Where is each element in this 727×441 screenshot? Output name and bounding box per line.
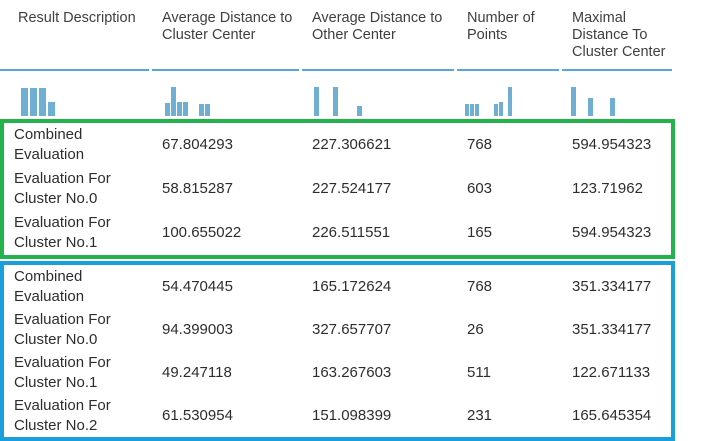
- number-of-points-cell: 26: [467, 320, 484, 338]
- histogram-maximal-distance-cluster-center[interactable]: [562, 71, 675, 117]
- table-row: Evaluation For Cluster No.0 94.399003 32…: [4, 308, 671, 351]
- histogram-bar: [314, 87, 319, 116]
- avg-distance-cluster-cell: 54.470445: [162, 277, 233, 295]
- max-distance-cell: 123.71962: [572, 180, 643, 197]
- number-of-points-cell: 511: [467, 363, 491, 381]
- table-row: Evaluation For Cluster No.1 49.247118 16…: [4, 351, 671, 394]
- max-distance-cell: 351.334177: [572, 277, 652, 295]
- column-header-maximal-distance-cluster-center[interactable]: Maximal Distance To Cluster Center: [562, 4, 672, 71]
- column-histograms-row: [0, 71, 675, 117]
- histogram-bar: [30, 88, 37, 116]
- result-description-cell: Evaluation For Cluster No.1: [14, 214, 111, 251]
- table-row: Combined Evaluation 54.470445 165.172624…: [4, 265, 671, 308]
- histogram-bar: [183, 102, 188, 116]
- column-header-result-description[interactable]: Result Description: [0, 4, 149, 71]
- evaluation-group-green-box: Combined Evaluation 67.804293 227.306621…: [0, 119, 675, 259]
- histogram-bar: [165, 103, 170, 116]
- histogram-bar: [333, 87, 338, 116]
- histogram-bar: [475, 104, 479, 116]
- avg-distance-cluster-cell: 61.530954: [162, 406, 233, 424]
- result-description-cell: Evaluation For Cluster No.0: [14, 310, 111, 348]
- avg-distance-other-cell: 226.511551: [312, 224, 391, 241]
- number-of-points-cell: 165: [467, 224, 493, 241]
- histogram-bar: [21, 88, 28, 116]
- histogram-bar: [199, 104, 204, 116]
- result-description-cell: Combined Evaluation: [14, 267, 85, 305]
- histogram-bar: [48, 102, 55, 116]
- avg-distance-other-cell: 151.098399: [312, 406, 392, 424]
- histogram-bar: [171, 87, 176, 116]
- avg-distance-other-cell: 227.306621: [312, 136, 392, 153]
- avg-distance-cluster-cell: 100.655022: [162, 224, 242, 241]
- histogram-bar: [499, 102, 503, 116]
- histogram-bar: [470, 104, 474, 116]
- table-row: Evaluation For Cluster No.1 100.655022 2…: [4, 211, 671, 255]
- avg-distance-cluster-cell: 94.399003: [162, 320, 233, 338]
- number-of-points-cell: 768: [467, 277, 493, 295]
- column-header-avg-distance-cluster-center[interactable]: Average Distance to Cluster Center: [152, 4, 299, 71]
- histogram-bar: [588, 98, 593, 116]
- avg-distance-other-cell: 165.172624: [312, 277, 392, 295]
- column-header-number-of-points[interactable]: Number of Points: [457, 4, 559, 71]
- result-description-cell: Evaluation For Cluster No.1: [14, 353, 111, 391]
- histogram-bar: [610, 98, 615, 116]
- evaluation-group-blue-box: Combined Evaluation 54.470445 165.172624…: [0, 261, 675, 441]
- number-of-points-cell: 603: [467, 180, 493, 197]
- histogram-bar: [465, 104, 469, 116]
- histogram-bar: [508, 87, 512, 116]
- histogram-bar: [205, 104, 210, 116]
- table-row: Evaluation For Cluster No.2 61.530954 15…: [4, 394, 671, 437]
- histogram-avg-distance-cluster-center[interactable]: [152, 71, 302, 117]
- histogram-bar: [39, 88, 46, 116]
- max-distance-cell: 122.671133: [572, 363, 651, 381]
- max-distance-cell: 351.334177: [572, 320, 652, 338]
- histogram-number-of-points[interactable]: [457, 71, 562, 117]
- histogram-bar: [571, 87, 576, 116]
- avg-distance-cluster-cell: 67.804293: [162, 136, 233, 153]
- avg-distance-cluster-cell: 49.247118: [162, 363, 232, 381]
- histogram-bar: [177, 102, 182, 116]
- avg-distance-other-cell: 327.657707: [312, 320, 392, 338]
- avg-distance-other-cell: 163.267603: [312, 363, 392, 381]
- histogram-result-description[interactable]: [0, 71, 152, 117]
- result-description-cell: Evaluation For Cluster No.0: [14, 170, 111, 207]
- number-of-points-cell: 768: [467, 136, 493, 153]
- result-description-cell: Evaluation For Cluster No.2: [14, 396, 111, 434]
- histogram-bar: [494, 104, 498, 116]
- max-distance-cell: 594.954323: [572, 224, 652, 241]
- avg-distance-other-cell: 227.524177: [312, 180, 392, 197]
- column-header-avg-distance-other-center[interactable]: Average Distance to Other Center: [302, 4, 454, 71]
- result-description-cell: Combined Evaluation: [14, 126, 85, 163]
- avg-distance-cluster-cell: 58.815287: [162, 180, 233, 197]
- table-row: Evaluation For Cluster No.0 58.815287 22…: [4, 167, 671, 211]
- table-row: Combined Evaluation 67.804293 227.306621…: [4, 123, 671, 167]
- number-of-points-cell: 231: [467, 406, 493, 424]
- histogram-avg-distance-other-center[interactable]: [302, 71, 457, 117]
- max-distance-cell: 165.645354: [572, 406, 652, 424]
- histogram-bar: [357, 106, 362, 116]
- table-header-row: Result Description Average Distance to C…: [0, 4, 675, 71]
- max-distance-cell: 594.954323: [572, 136, 652, 153]
